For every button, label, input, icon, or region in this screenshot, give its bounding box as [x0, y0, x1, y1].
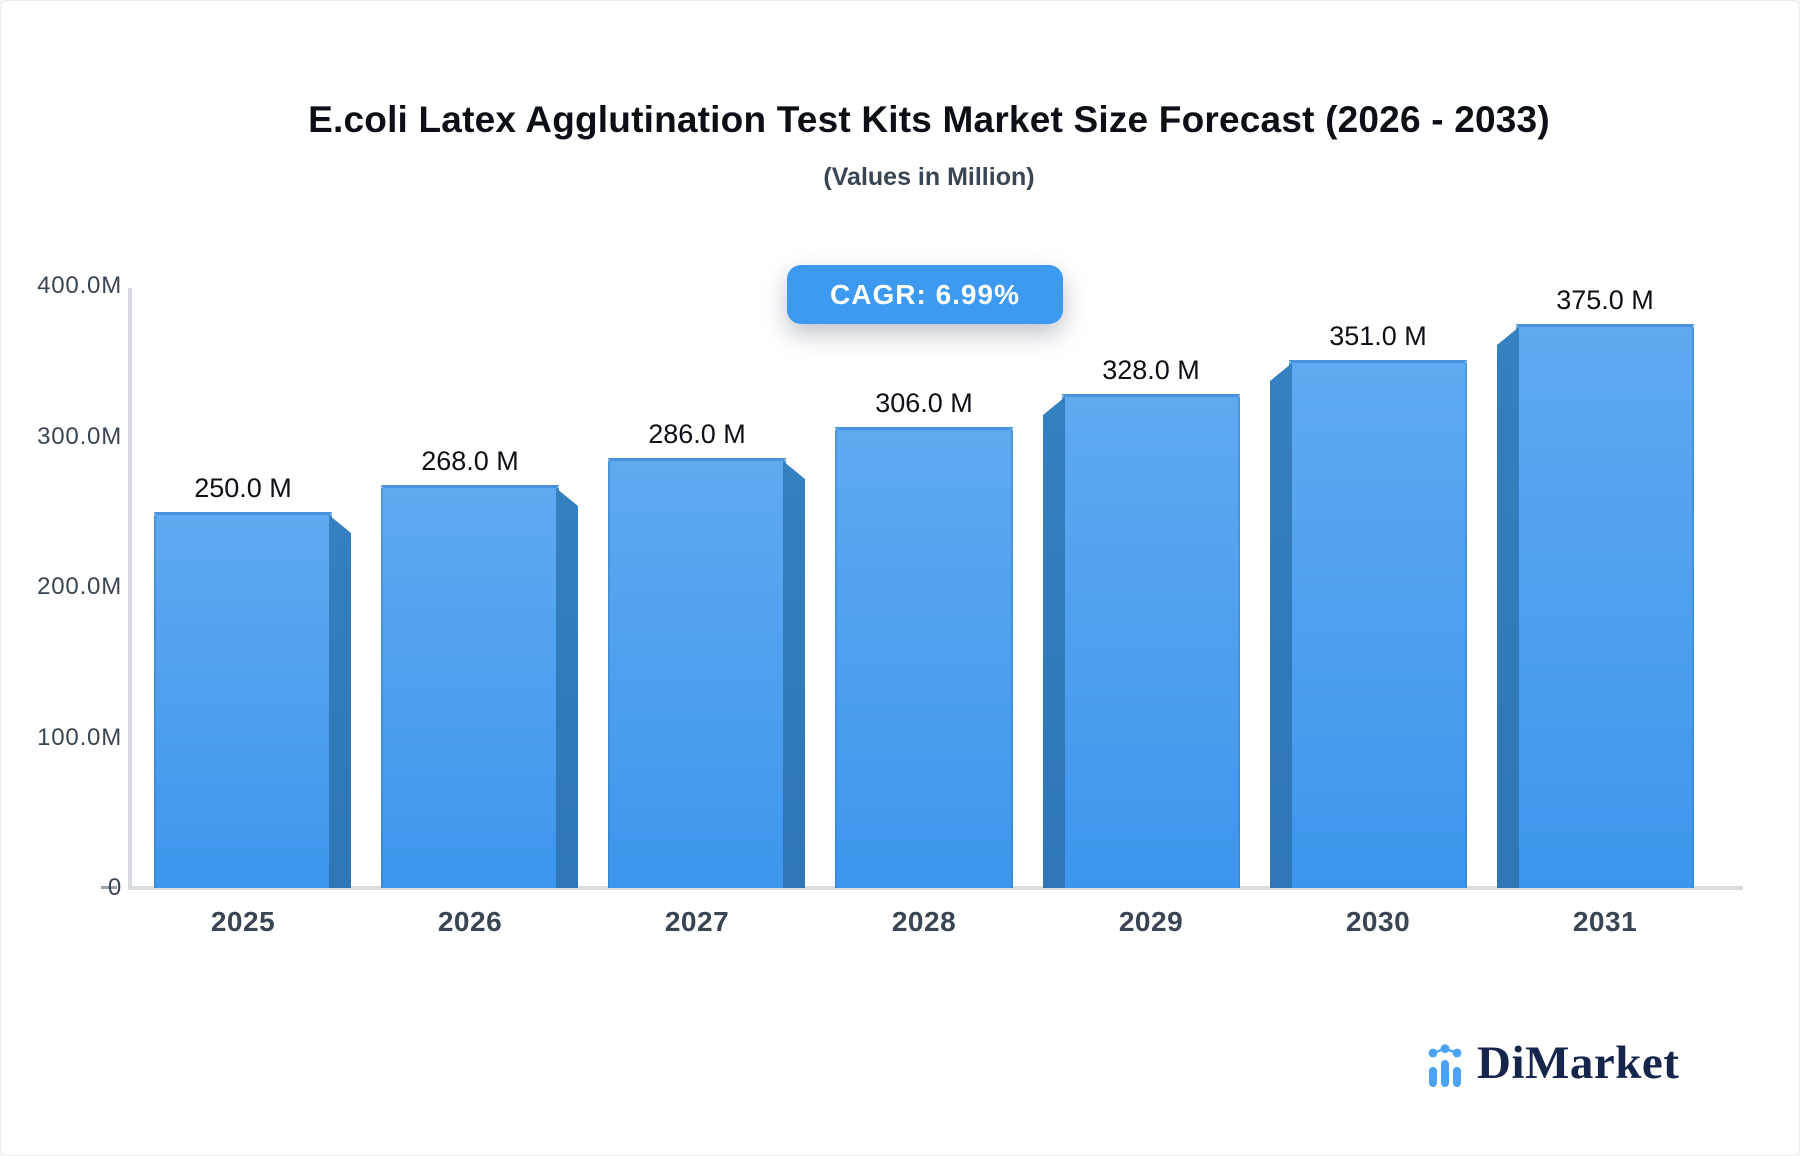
- bar-value-label-2027: 286.0 M: [648, 419, 746, 449]
- y-axis-label-200: 200.0M: [37, 573, 122, 600]
- cagr-badge: CAGR: 6.99%: [787, 265, 1063, 324]
- bar-value-label-2026: 268.0 M: [421, 446, 519, 476]
- bar-3d-side-2031: [1497, 327, 1519, 888]
- brand-name: DiMarket: [1477, 1037, 1680, 1089]
- bar-3d-side-2030: [1270, 363, 1292, 888]
- bar-value-label-2025: 250.0 M: [194, 473, 292, 503]
- x-axis-label-2029: 2029: [1118, 906, 1184, 937]
- x-axis-label-2028: 2028: [891, 906, 957, 937]
- bar-2030: 351.0 M: [1270, 321, 1467, 888]
- y-axis-label-300: 300.0M: [37, 422, 122, 450]
- plot-area: 250.0 M 2025 268.0 M 2026 286.0 M 2027 306.0 M…: [37, 272, 1743, 937]
- x-axis-label-2030: 2030: [1345, 906, 1411, 937]
- x-axis-label-2031: 2031: [1572, 906, 1638, 937]
- y-axis-label-0: 0: [107, 874, 122, 901]
- bar-value-label-2030: 351.0 M: [1329, 321, 1427, 351]
- brand-logo: DiMarket: [1425, 1039, 1679, 1088]
- bar-2029: 328.0 M: [1043, 355, 1240, 888]
- bar-value-label-2031: 375.0 M: [1556, 285, 1654, 315]
- bar-2028: 306.0 M: [835, 388, 1013, 888]
- bar-value-label-2028: 306.0 M: [875, 388, 973, 418]
- y-axis-label-100: 100.0M: [37, 723, 122, 751]
- x-axis-label-2025: 2025: [210, 906, 276, 937]
- bar-2031: 375.0 M: [1497, 285, 1694, 888]
- y-axis-line: [128, 288, 132, 890]
- zero-tick-mark: [101, 886, 117, 889]
- bar-3d-side-2029: [1043, 397, 1065, 888]
- x-axis-label-2027: 2027: [664, 906, 730, 937]
- bar-3d-side-2026: [556, 488, 578, 888]
- bar-3d-side-2027: [783, 461, 805, 888]
- bar-2026: 268.0 M: [381, 446, 578, 888]
- chart-subtitle: (Values in Million): [823, 163, 1035, 191]
- bar-2027: 286.0 M: [608, 419, 805, 888]
- bar-2025: 250.0 M: [154, 473, 351, 888]
- bar-value-label-2029: 328.0 M: [1102, 355, 1200, 385]
- x-axis-label-2026: 2026: [437, 906, 503, 937]
- chart-title: E.coli Latex Agglutination Test Kits Mar…: [308, 99, 1550, 140]
- bar-3d-side-2025: [329, 515, 351, 888]
- x-axis-line: [128, 886, 1743, 890]
- cagr-badge-label: CAGR: 6.99%: [830, 278, 1020, 310]
- y-axis-label-400: 400.0M: [37, 272, 122, 299]
- brand-icon: [1428, 1044, 1462, 1087]
